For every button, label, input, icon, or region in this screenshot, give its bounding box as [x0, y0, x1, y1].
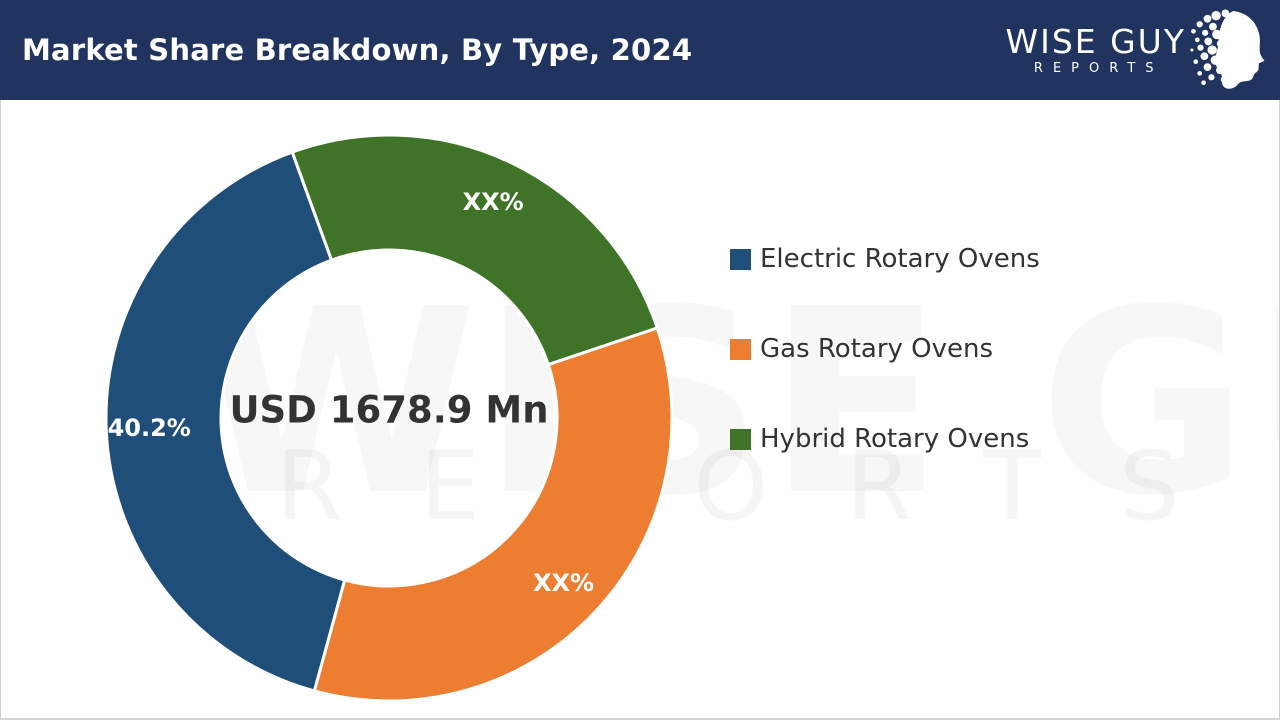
- donut-slice-hybrid-rotary-ovens: [290, 133, 660, 367]
- legend-item-hybrid-rotary-ovens: Hybrid Rotary Ovens: [730, 424, 1040, 454]
- page-title: Market Share Breakdown, By Type, 2024: [22, 33, 693, 67]
- donut-slice-electric-rotary-ovens: [104, 150, 347, 693]
- legend-swatch: [730, 428, 751, 450]
- logo-text: WISE GUY REPORTS: [1005, 25, 1186, 75]
- legend-swatch: [730, 338, 751, 360]
- slice-label: 40.2%: [108, 414, 191, 442]
- logo-subtitle: REPORTS: [1033, 61, 1164, 76]
- donut-slice-gas-rotary-ovens: [312, 326, 674, 703]
- legend-label: Electric Rotary Ovens: [760, 244, 1040, 274]
- slice-label: XX%: [463, 188, 524, 216]
- logo-face-icon: [1190, 9, 1265, 89]
- chart-canvas: WISE GUY REPORTS 40.2%XX%XX%USD 1678.9 M…: [0, 100, 1280, 720]
- wise-guy-logo: WISE GUY REPORTS: [1005, 7, 1266, 93]
- legend-label: Hybrid Rotary Ovens: [760, 424, 1030, 454]
- legend-label: Gas Rotary Ovens: [760, 334, 994, 364]
- donut-chart: 40.2% XX% XX% USD 1678.9 Mn: [104, 133, 674, 703]
- logo-wordmark: WISE GUY: [1005, 22, 1186, 61]
- legend-item-gas-rotary-ovens: Gas Rotary Ovens: [730, 334, 1040, 364]
- header-bar: Market Share Breakdown, By Type, 2024 WI…: [0, 0, 1280, 100]
- legend-swatch: [730, 248, 751, 270]
- legend-item-electric-rotary-ovens: Electric Rotary Ovens: [730, 244, 1040, 274]
- chart-legend: Electric Rotary Ovens Gas Rotary Ovens Hyb…: [730, 244, 1040, 454]
- donut-center-value: USD 1678.9 Mn: [229, 389, 548, 432]
- slice-label: XX%: [533, 569, 594, 597]
